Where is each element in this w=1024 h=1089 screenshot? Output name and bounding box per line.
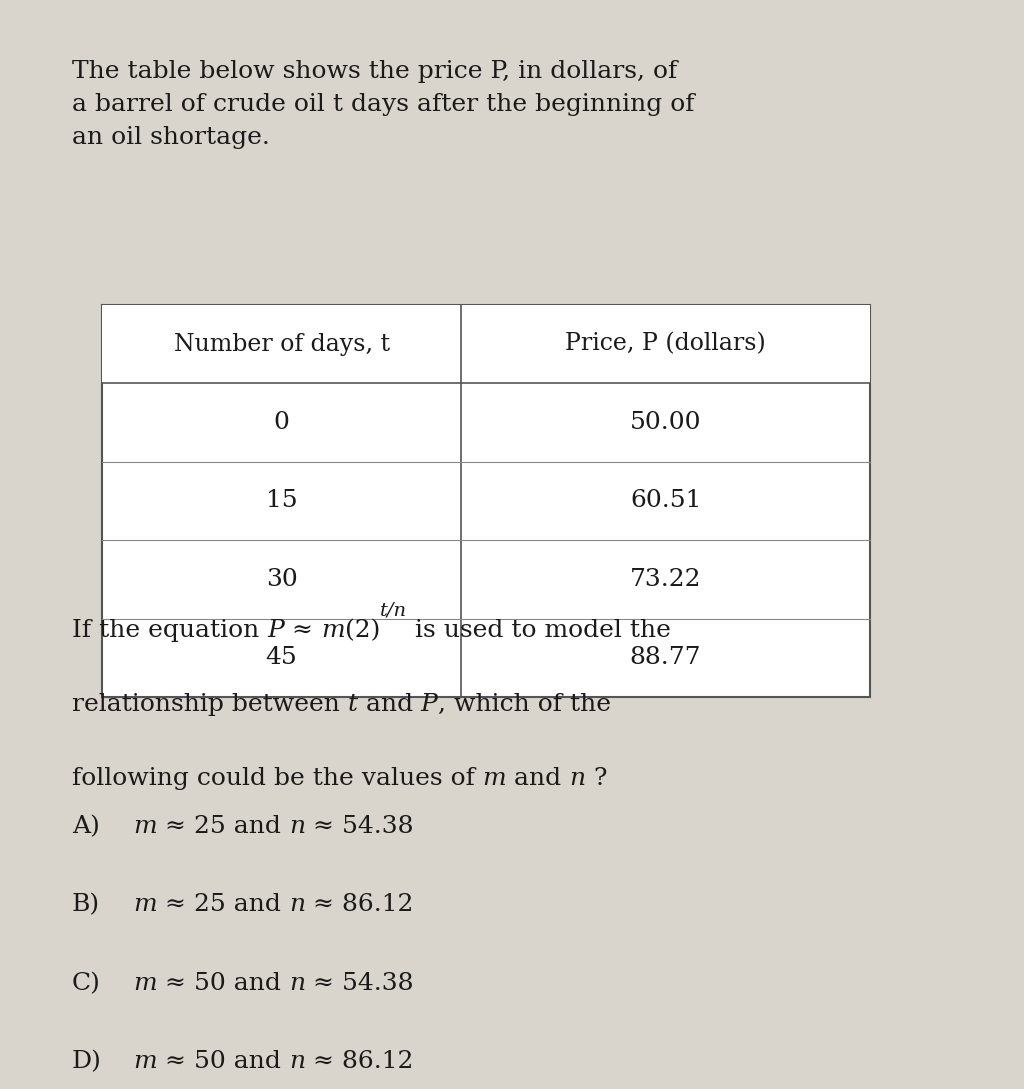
Bar [102, 305, 870, 697]
Text: B): B) [72, 893, 99, 917]
Text: n: n [289, 971, 305, 995]
Text: n: n [289, 893, 305, 917]
Text: ≈ 86.12: ≈ 86.12 [305, 893, 414, 917]
Bar [102, 619, 870, 697]
Text: 60.51: 60.51 [630, 489, 701, 513]
Text: ≈ 25 and: ≈ 25 and [157, 893, 289, 917]
Text: relationship between: relationship between [72, 693, 347, 717]
Text: and: and [506, 767, 569, 791]
Bar [102, 462, 870, 540]
Text: 0: 0 [273, 411, 290, 435]
Text: m: m [133, 1050, 157, 1074]
Text: D): D) [72, 1050, 101, 1074]
Text: n: n [569, 767, 586, 791]
Text: P: P [267, 619, 284, 643]
Text: 45: 45 [265, 646, 298, 670]
Text: Number of days, t: Number of days, t [173, 332, 390, 356]
Text: (2): (2) [344, 619, 380, 643]
Text: ≈ 25 and: ≈ 25 and [157, 815, 289, 839]
Text: , which of the: , which of the [437, 693, 610, 717]
Text: is used to model the: is used to model the [407, 619, 671, 643]
Text: t: t [347, 693, 357, 717]
Text: ≈ 50 and: ≈ 50 and [157, 1050, 289, 1074]
Text: If the equation: If the equation [72, 619, 267, 643]
Text: t/n: t/n [380, 601, 407, 620]
Text: 50.00: 50.00 [630, 411, 701, 435]
Text: A): A) [72, 815, 99, 839]
Text: ≈ 54.38: ≈ 54.38 [305, 815, 414, 839]
Text: m: m [321, 619, 344, 643]
Text: m: m [482, 767, 506, 791]
Text: ?: ? [586, 767, 607, 791]
Bar [102, 305, 870, 383]
Text: ≈ 50 and: ≈ 50 and [157, 971, 289, 995]
Text: Price, P (dollars): Price, P (dollars) [565, 332, 766, 356]
Text: 15: 15 [266, 489, 297, 513]
Text: ≈ 54.38: ≈ 54.38 [305, 971, 414, 995]
Text: The table below shows the price P, in dollars, of
a barrel of crude oil t days a: The table below shows the price P, in do… [72, 60, 694, 149]
Text: m: m [133, 815, 157, 839]
Text: 30: 30 [265, 567, 298, 591]
Bar [102, 383, 870, 462]
Text: C): C) [72, 971, 100, 995]
Text: following could be the values of: following could be the values of [72, 767, 482, 791]
Text: 88.77: 88.77 [630, 646, 701, 670]
Text: P: P [421, 693, 437, 717]
Text: n: n [289, 815, 305, 839]
Bar [102, 540, 870, 619]
Text: 73.22: 73.22 [630, 567, 701, 591]
Text: ≈: ≈ [284, 619, 321, 643]
Text: and: and [357, 693, 421, 717]
Text: ≈ 86.12: ≈ 86.12 [305, 1050, 414, 1074]
Text: n: n [289, 1050, 305, 1074]
Text: m: m [133, 893, 157, 917]
Text: m: m [133, 971, 157, 995]
